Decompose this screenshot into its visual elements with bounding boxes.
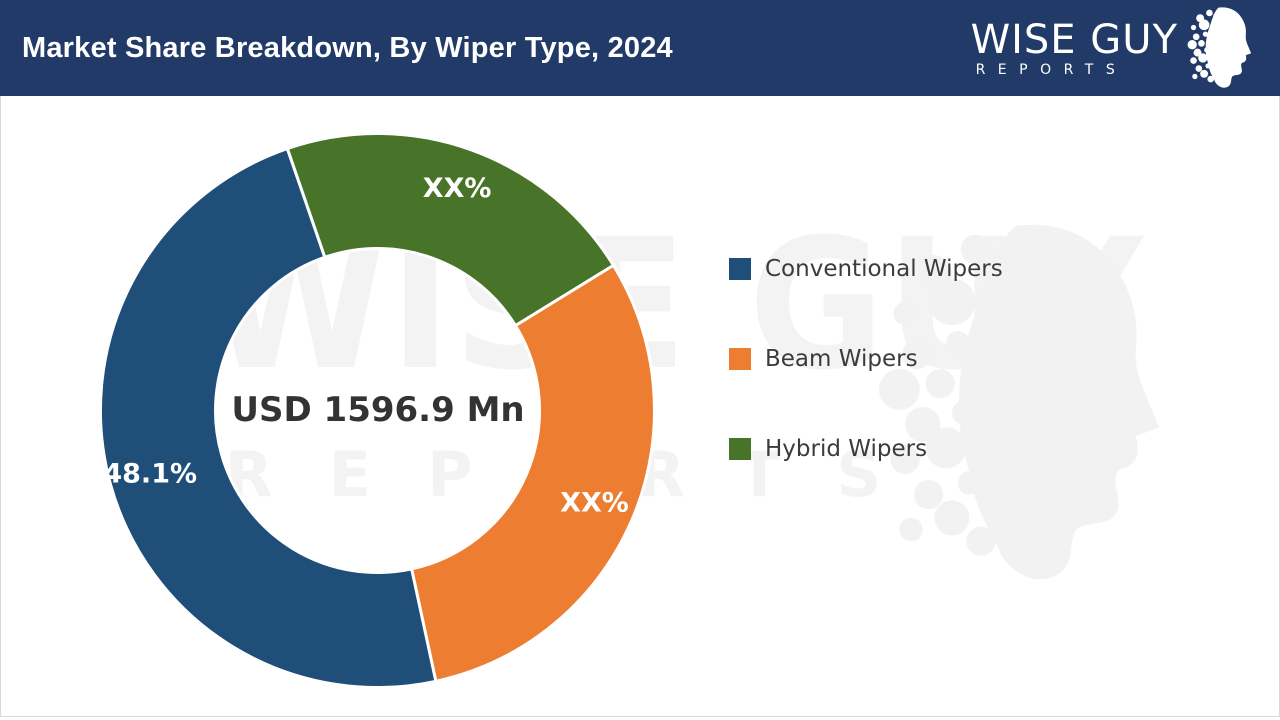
legend-label-1: Beam Wipers xyxy=(765,346,918,372)
donut-segment-2 xyxy=(98,147,438,689)
donut-segment-1 xyxy=(410,263,656,683)
wiseguy-face-icon xyxy=(1187,7,1252,88)
wiseguy-logo-line1: WISE GUY xyxy=(970,16,1178,63)
legend-swatch-0 xyxy=(729,258,751,280)
wiseguy-logo-line2: REPORTS xyxy=(975,61,1128,78)
segment-label-2: 48.1% xyxy=(103,458,197,489)
legend-label-2: Hybrid Wipers xyxy=(765,436,928,462)
chart-legend: Conventional Wipers Beam Wipers Hybrid Wip… xyxy=(729,254,1003,524)
header-bar: Market Share Breakdown, By Wiper Type, 2… xyxy=(0,0,1280,96)
segment-label-0: XX% xyxy=(423,173,492,204)
segment-label-1: XX% xyxy=(560,488,629,519)
legend-item-2: Hybrid Wipers xyxy=(729,434,1003,464)
wiseguy-logo-text: WISE GUY REPORTS xyxy=(971,20,1178,77)
legend-label-0: Conventional Wipers xyxy=(765,256,1003,282)
chart-area: WISE GUY REPORTS XX%XX%48.1% USD 1596.9 … xyxy=(0,96,1280,720)
legend-item-0: Conventional Wipers xyxy=(729,254,1003,284)
chart-center-value: USD 1596.9 Mn xyxy=(231,390,525,430)
legend-swatch-2 xyxy=(729,438,751,460)
legend-swatch-1 xyxy=(729,348,751,370)
donut-chart: XX% XX% 48.1% xyxy=(98,132,656,689)
donut-segment-0 xyxy=(285,132,615,328)
page-title: Market Share Breakdown, By Wiper Type, 2… xyxy=(22,31,673,64)
wiseguy-logo: WISE GUY REPORTS xyxy=(971,5,1256,91)
legend-item-1: Beam Wipers xyxy=(729,344,1003,374)
